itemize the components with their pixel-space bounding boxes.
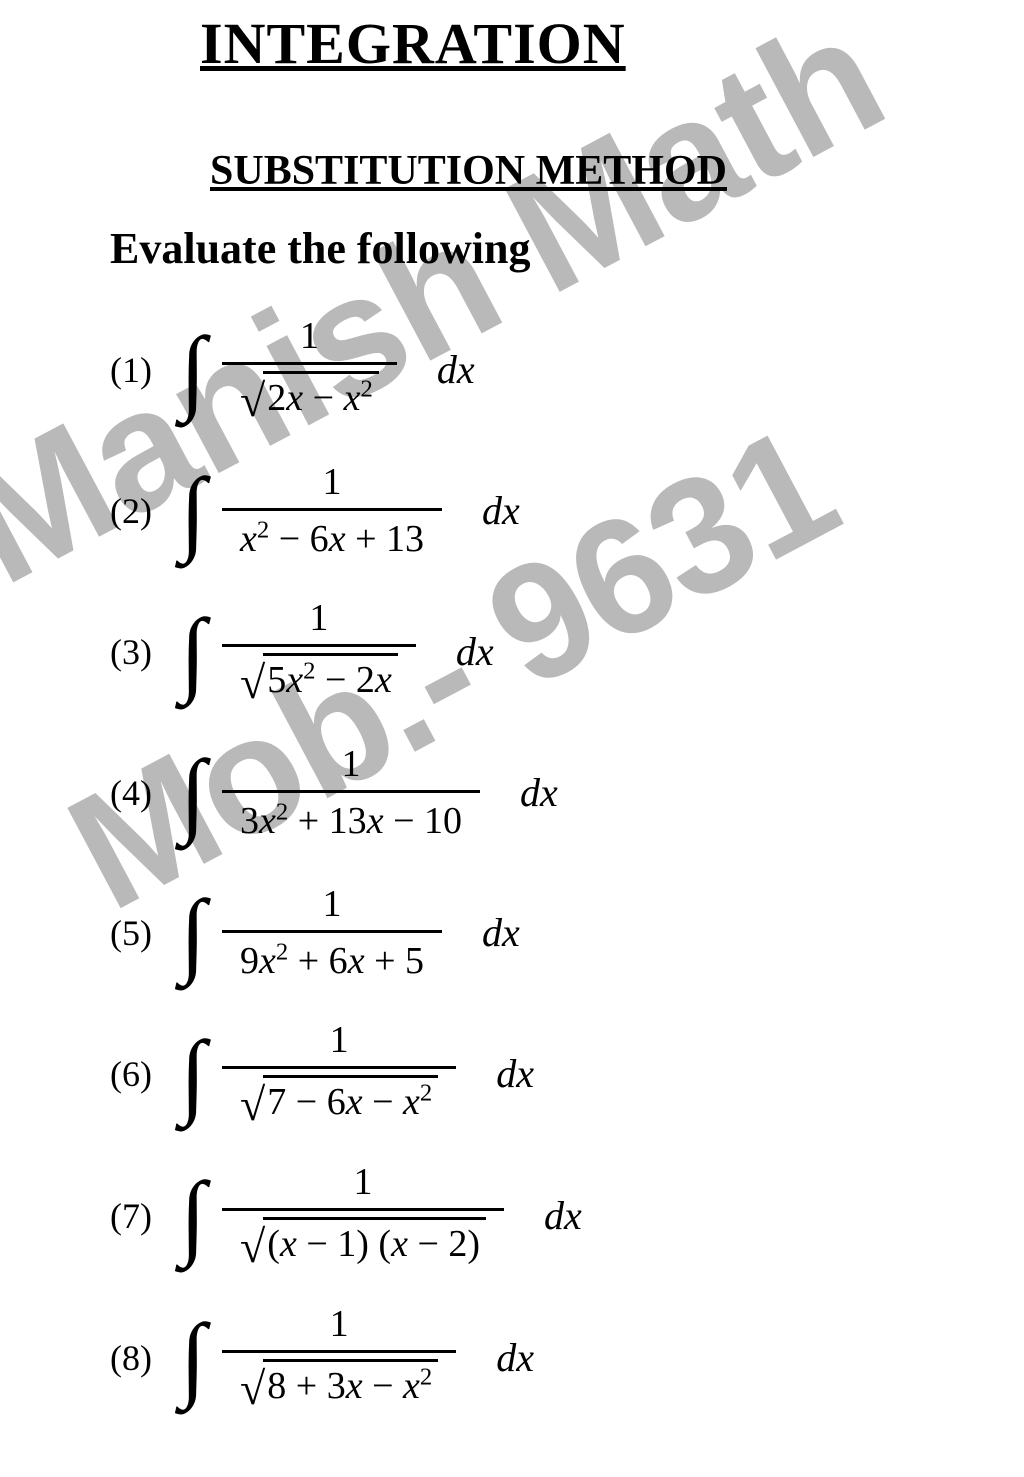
problem-number: (1) — [110, 349, 180, 391]
dx-symbol: dx — [482, 909, 520, 956]
sub-title: SUBSTITUTION METHOD — [210, 147, 944, 195]
denominator: √2x − x2 — [222, 362, 397, 426]
denominator: √8 + 3x − x2 — [222, 1350, 456, 1414]
integral-symbol: ∫ — [180, 760, 206, 827]
dx-symbol: dx — [496, 1334, 534, 1381]
problem-row: (5)∫19x2 + 6x + 5dx — [110, 878, 944, 988]
dx-symbol: dx — [456, 628, 494, 675]
problem-row: (3)∫1√5x2 − 2xdx — [110, 596, 944, 708]
problem-number: (7) — [110, 1195, 180, 1237]
problem-row: (6)∫1√7 − 6x − x2dx — [110, 1018, 944, 1130]
problem-number: (8) — [110, 1337, 180, 1379]
integral-symbol: ∫ — [180, 478, 206, 545]
integrand-fraction: 1x2 − 6x + 13 — [222, 460, 442, 561]
numerator: 1 — [282, 314, 337, 362]
integrand-fraction: 1√8 + 3x − x2 — [222, 1302, 456, 1414]
integrand-fraction: 1√5x2 − 2x — [222, 596, 416, 708]
problem-row: (1)∫1√2x − x2dx — [110, 314, 944, 426]
dx-symbol: dx — [520, 769, 558, 816]
problem-number: (4) — [110, 772, 180, 814]
numerator: 1 — [336, 1160, 391, 1208]
integral-symbol: ∫ — [180, 1041, 206, 1108]
instruction-text: Evaluate the following — [110, 223, 944, 274]
denominator: 3x2 + 13x − 10 — [222, 790, 480, 843]
numerator: 1 — [312, 1018, 367, 1066]
dx-symbol: dx — [482, 487, 520, 534]
problems-list: (1)∫1√2x − x2dx(2)∫1x2 − 6x + 13dx(3)∫1√… — [110, 314, 944, 1414]
problem-number: (2) — [110, 490, 180, 532]
dx-symbol: dx — [437, 346, 475, 393]
denominator: x2 − 6x + 13 — [222, 508, 442, 561]
integral-symbol: ∫ — [180, 619, 206, 686]
problem-row: (4)∫13x2 + 13x − 10dx — [110, 738, 944, 848]
problem-number: (6) — [110, 1053, 180, 1095]
problem-number: (5) — [110, 912, 180, 954]
integrand-fraction: 19x2 + 6x + 5 — [222, 882, 442, 983]
document-content: INTEGRATION SUBSTITUTION METHOD Evaluate… — [0, 0, 1024, 1414]
integrand-fraction: 1√7 − 6x − x2 — [222, 1018, 456, 1130]
denominator: 9x2 + 6x + 5 — [222, 930, 442, 983]
numerator: 1 — [291, 596, 346, 644]
problem-row: (2)∫1x2 − 6x + 13dx — [110, 456, 944, 566]
numerator: 1 — [305, 882, 360, 930]
denominator: √7 − 6x − x2 — [222, 1066, 456, 1130]
main-title: INTEGRATION — [200, 10, 944, 77]
integrand-fraction: 1√2x − x2 — [222, 314, 397, 426]
problem-row: (7)∫1√(x − 1) (x − 2)dx — [110, 1160, 944, 1272]
denominator: √(x − 1) (x − 2) — [222, 1208, 504, 1272]
integrand-fraction: 13x2 + 13x − 10 — [222, 742, 480, 843]
integral-symbol: ∫ — [180, 1182, 206, 1249]
dx-symbol: dx — [544, 1192, 582, 1239]
numerator: 1 — [312, 1302, 367, 1350]
numerator: 1 — [305, 460, 360, 508]
problem-number: (3) — [110, 631, 180, 673]
numerator: 1 — [324, 742, 379, 790]
denominator: √5x2 − 2x — [222, 644, 416, 708]
integral-symbol: ∫ — [180, 337, 206, 404]
problem-row: (8)∫1√8 + 3x − x2dx — [110, 1302, 944, 1414]
integral-symbol: ∫ — [180, 1324, 206, 1391]
dx-symbol: dx — [496, 1050, 534, 1097]
integral-symbol: ∫ — [180, 900, 206, 967]
integrand-fraction: 1√(x − 1) (x − 2) — [222, 1160, 504, 1272]
